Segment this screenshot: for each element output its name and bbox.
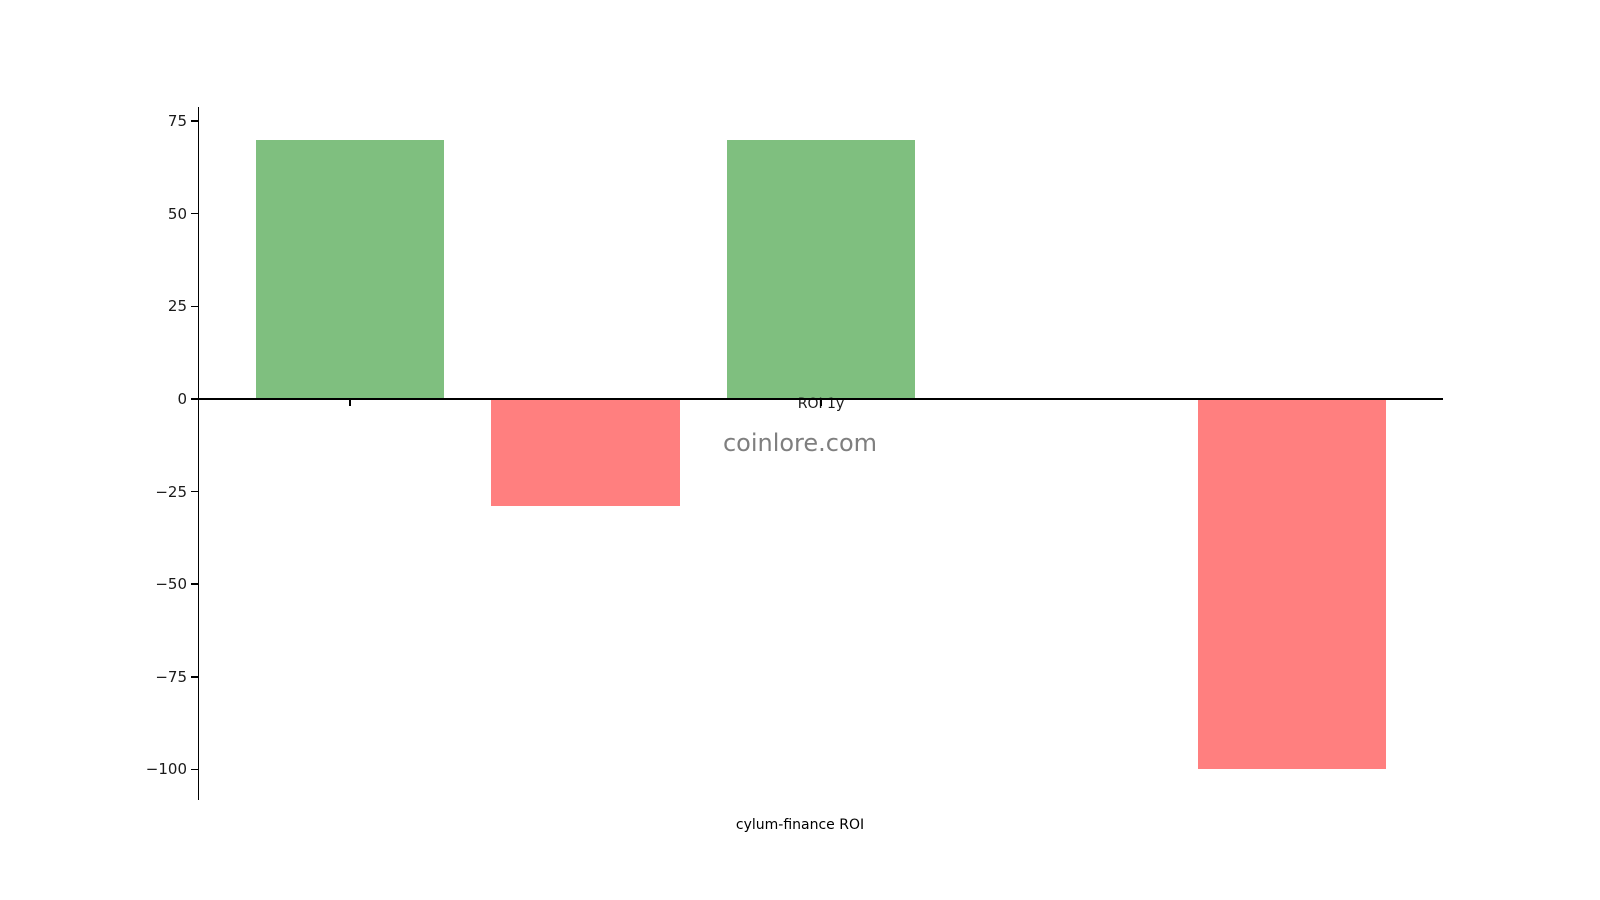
y-tick-label: 25 xyxy=(167,297,187,316)
y-tick-mark xyxy=(191,676,198,678)
y-tick-mark xyxy=(191,768,198,771)
watermark-text: coinlore.com xyxy=(722,429,878,457)
x-axis-line xyxy=(199,398,1443,400)
y-tick-label: 50 xyxy=(167,204,187,223)
y-tick-label: −75 xyxy=(155,667,187,686)
bar xyxy=(491,398,680,507)
y-tick-label: 0 xyxy=(177,389,187,408)
bar xyxy=(1197,398,1387,770)
y-tick-mark xyxy=(191,120,198,122)
chart-title: cylum-finance ROI xyxy=(735,817,865,833)
bar xyxy=(726,139,916,399)
y-tick-mark xyxy=(191,212,198,215)
x-tick-mark xyxy=(349,399,351,407)
y-tick-mark xyxy=(191,398,198,400)
y-tick-mark xyxy=(191,583,198,585)
y-tick-label: −25 xyxy=(155,482,187,501)
y-axis-line xyxy=(197,107,199,800)
y-tick-label: 75 xyxy=(167,112,187,131)
bar xyxy=(255,139,445,399)
y-tick-mark xyxy=(191,490,198,493)
y-tick-mark xyxy=(191,305,198,308)
y-tick-label: −50 xyxy=(155,575,187,594)
y-tick-label: −100 xyxy=(145,760,187,779)
x-tick-mark xyxy=(820,399,822,407)
